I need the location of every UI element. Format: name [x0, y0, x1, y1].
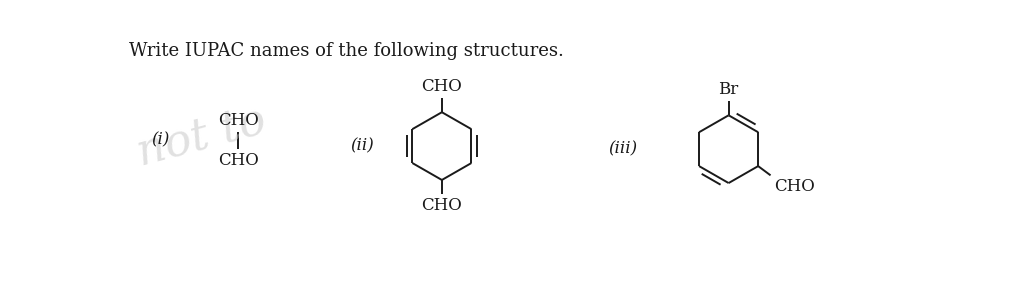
Text: CHO: CHO: [422, 197, 462, 214]
Text: (iii): (iii): [608, 141, 637, 158]
Text: (ii): (ii): [350, 137, 374, 155]
Text: CHO: CHO: [218, 152, 258, 169]
Text: CHO: CHO: [218, 112, 258, 129]
Text: (i): (i): [152, 131, 170, 148]
Text: not to: not to: [132, 98, 271, 174]
Text: Br: Br: [719, 81, 738, 98]
Text: Write IUPAC names of the following structures.: Write IUPAC names of the following struc…: [129, 42, 564, 60]
Text: CHO: CHO: [774, 179, 814, 195]
Text: CHO: CHO: [422, 78, 462, 95]
